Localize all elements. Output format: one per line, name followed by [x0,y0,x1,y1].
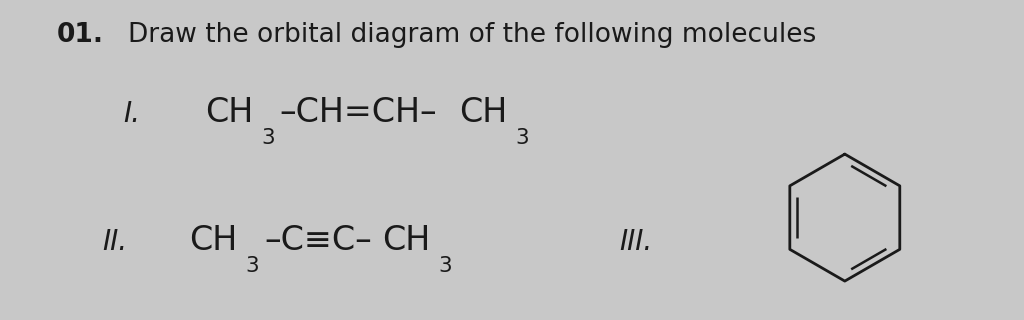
Text: III.: III. [620,228,652,256]
Text: 3: 3 [246,256,259,276]
Text: CH: CH [189,224,238,257]
Text: 3: 3 [515,128,528,148]
Text: II.: II. [102,228,128,256]
Text: Draw the orbital diagram of the following molecules: Draw the orbital diagram of the followin… [128,22,816,48]
Text: CH: CH [382,224,430,257]
Text: I.: I. [123,100,140,128]
Text: CH: CH [459,96,507,129]
Text: –C≡C–: –C≡C– [264,224,372,257]
Text: –CH=CH–: –CH=CH– [280,96,437,129]
Text: CH: CH [205,96,253,129]
Text: 01.: 01. [56,22,103,48]
Text: 3: 3 [438,256,452,276]
Text: 3: 3 [261,128,274,148]
